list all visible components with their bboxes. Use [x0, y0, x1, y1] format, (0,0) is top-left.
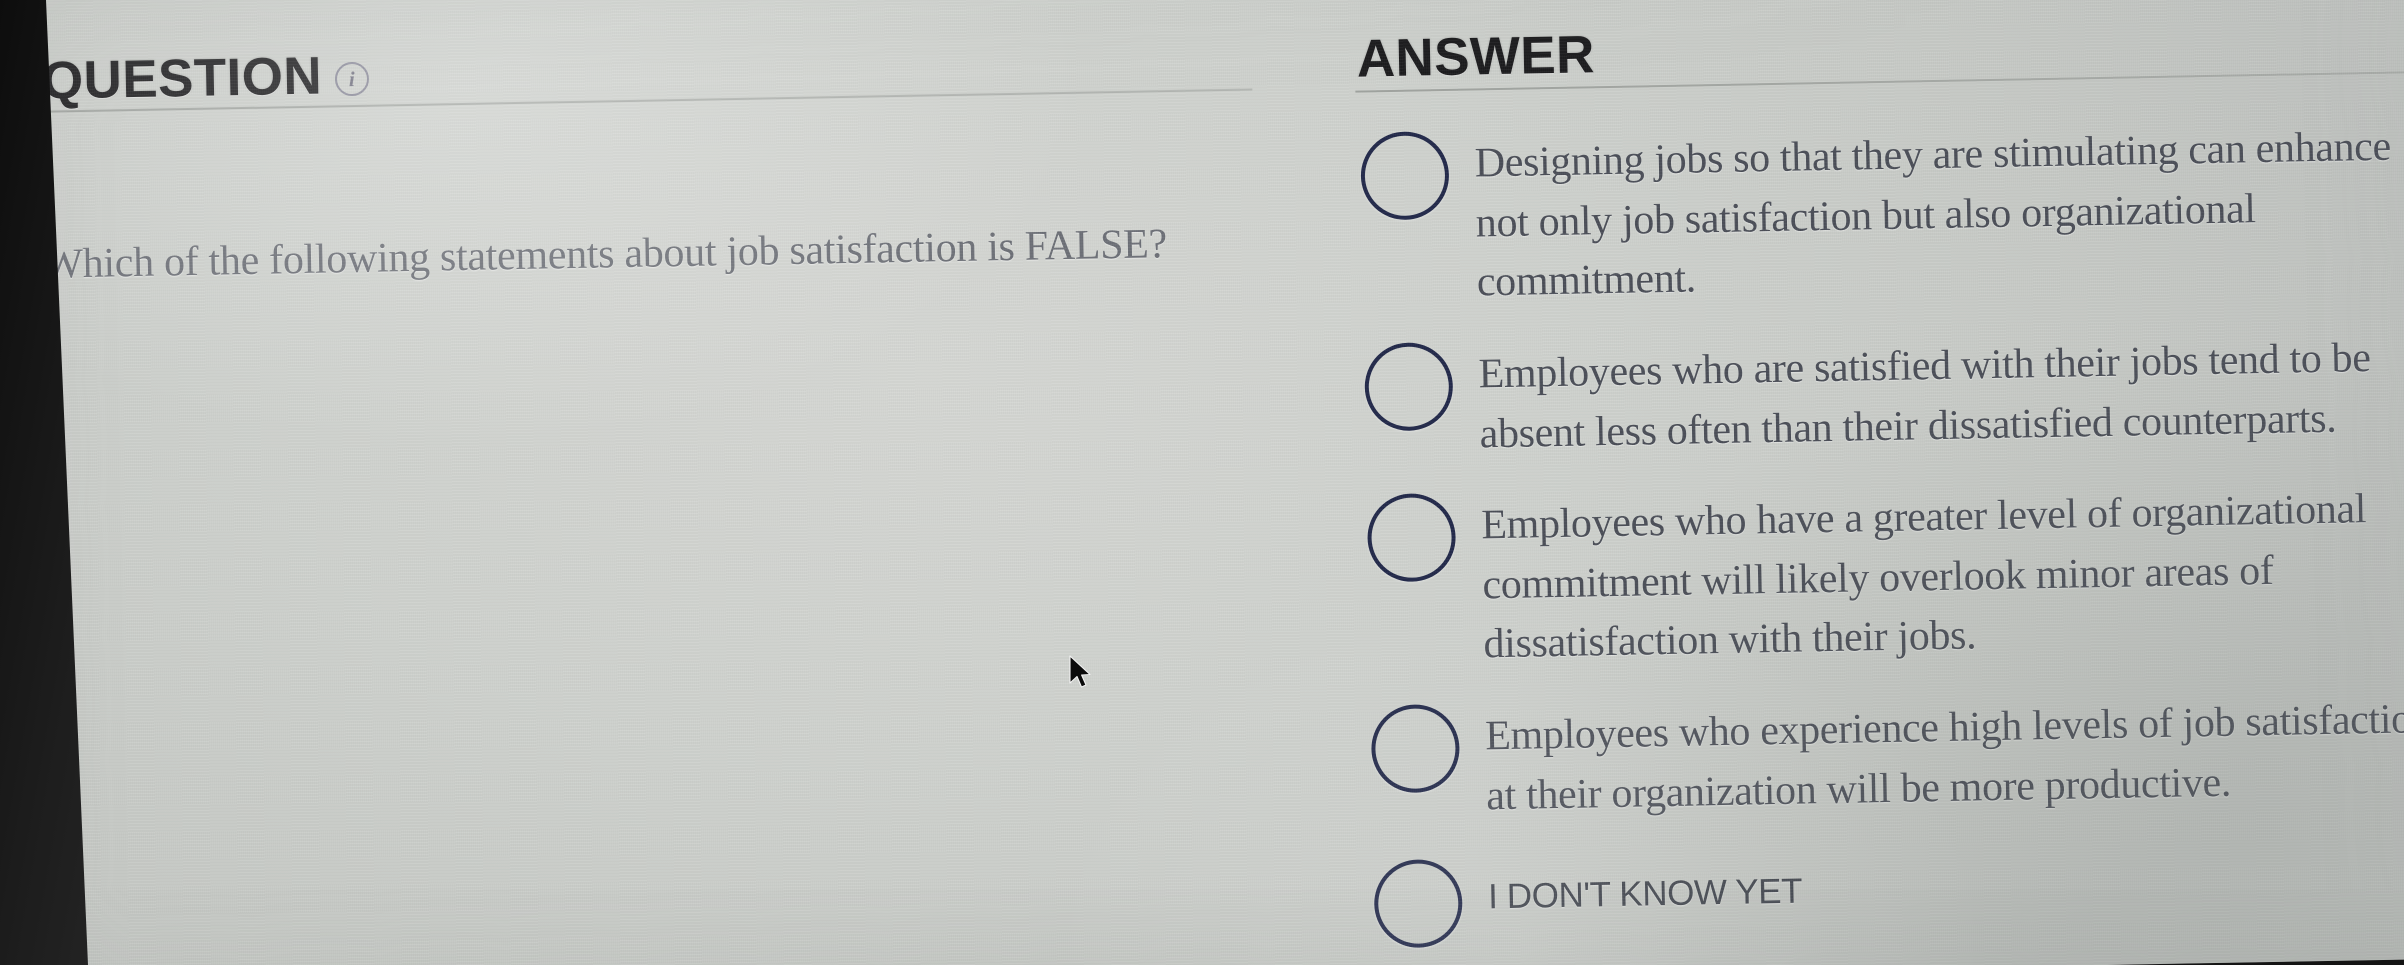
answer-option-i-dont-know-yet-label: I DON'T KNOW YET	[1487, 871, 1803, 917]
answer-option-a[interactable]: Designing jobs so that they are stimulat…	[1360, 111, 2404, 316]
radio-button-b[interactable]	[1364, 341, 1454, 432]
radio-button-i-dont-know-yet[interactable]	[1373, 859, 1464, 949]
answer-option-c[interactable]: Employees who have a greater level of or…	[1366, 473, 2404, 678]
radio-button-a[interactable]	[1360, 130, 1450, 221]
answer-option-d-label: Employees who experience high levels of …	[1484, 696, 2404, 819]
answer-option-b[interactable]: Employees who are satisfied with their j…	[1364, 322, 2404, 467]
answer-header-label: ANSWER	[1356, 24, 1596, 89]
answer-option-a-label: Designing jobs so that they are stimulat…	[1474, 123, 2392, 306]
answer-options-list: Designing jobs so that they are stimulat…	[1360, 111, 2404, 965]
answer-option-c-label: Employees who have a greater level of or…	[1480, 486, 2367, 668]
info-icon[interactable]: i	[334, 61, 370, 97]
question-header: QUESTION i	[41, 44, 370, 111]
answer-option-b-label: Employees who are satisfied with their j…	[1478, 334, 2371, 457]
radio-button-c[interactable]	[1366, 493, 1457, 583]
question-text: Which of the following statements about …	[42, 221, 1168, 288]
radio-button-d[interactable]	[1370, 703, 1461, 794]
answer-header: ANSWER	[1356, 24, 1595, 89]
answer-option-d[interactable]: Employees who experience high levels of …	[1370, 684, 2404, 829]
question-header-label: QUESTION	[41, 46, 323, 111]
answer-option-i-dont-know-yet[interactable]: I DON'T KNOW YET	[1373, 835, 2404, 949]
